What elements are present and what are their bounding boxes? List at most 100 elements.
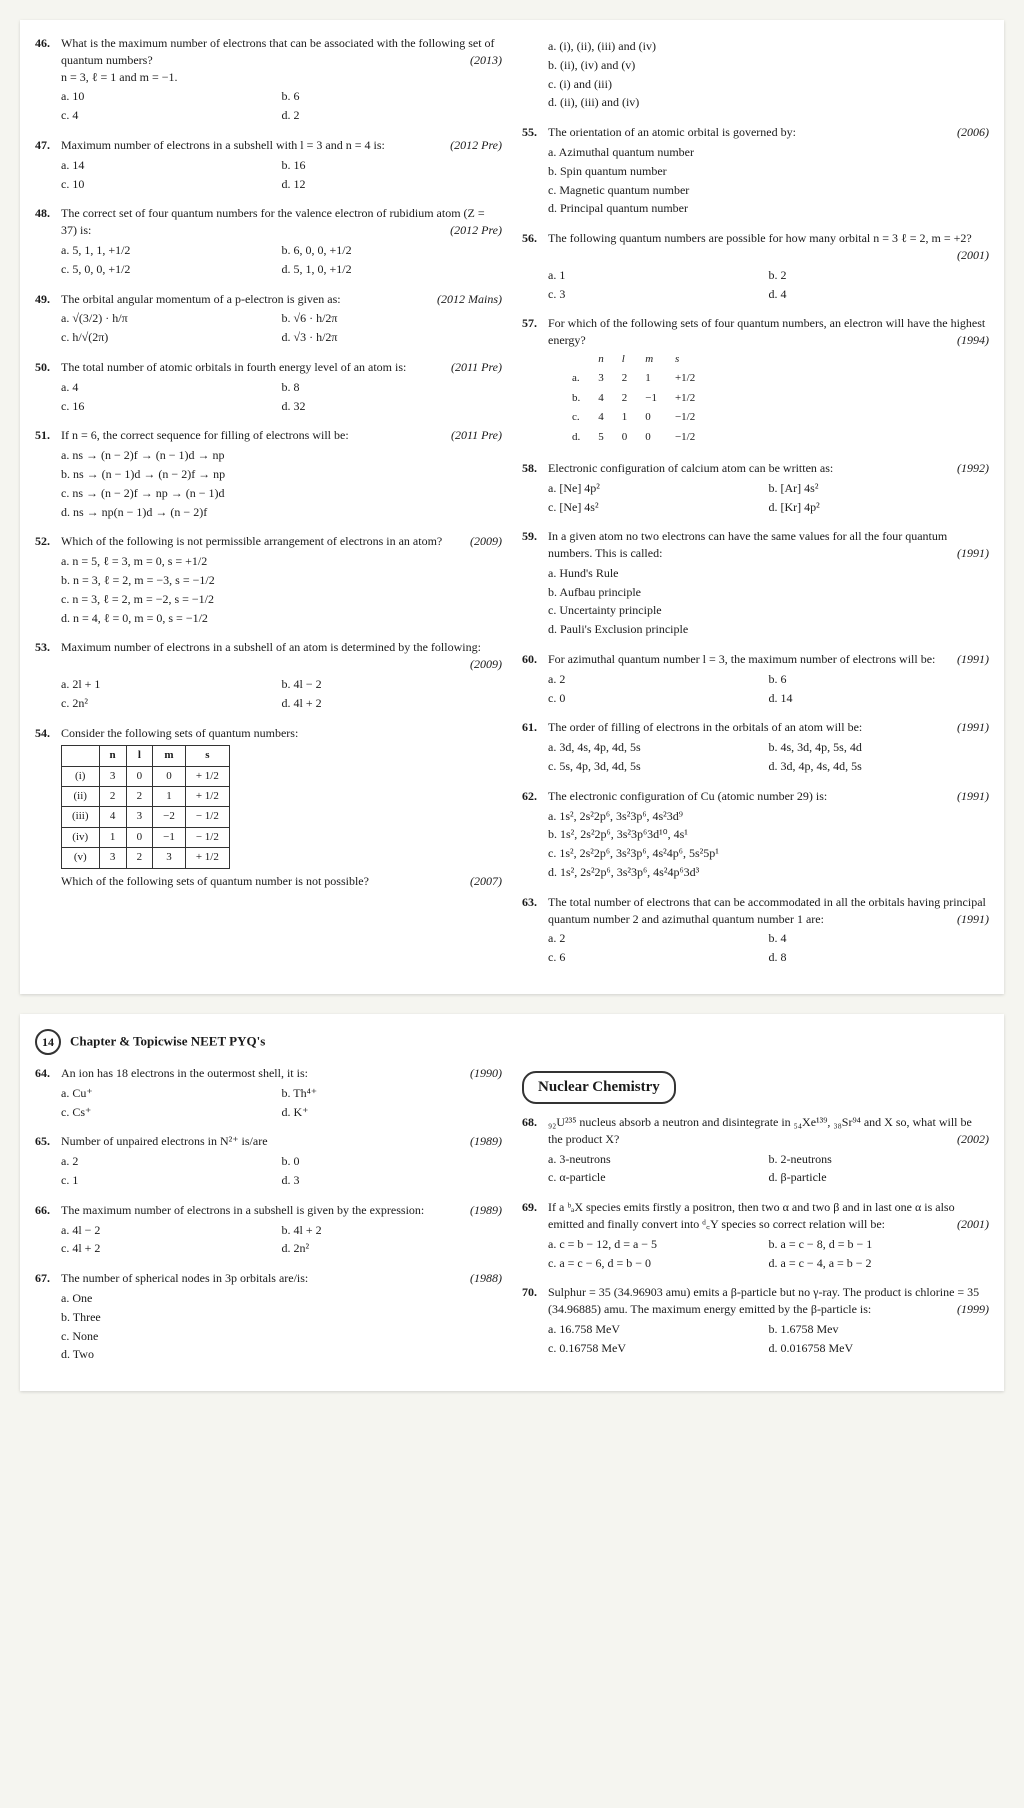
- option: a. 14: [61, 156, 282, 175]
- option: c. ns → (n − 2)f → np → (n − 1)d: [61, 484, 502, 503]
- question-year: (2007): [470, 873, 502, 890]
- option: c. Cs⁺: [61, 1103, 282, 1122]
- question: 56.The following quantum numbers are pos…: [522, 230, 989, 303]
- option: d. √3 · h/2π: [282, 328, 503, 347]
- question-body: Maximum number of electrons in a subshel…: [61, 137, 502, 154]
- option: b. 4s, 3d, 4p, 5s, 4d: [769, 738, 990, 757]
- page-upper: 46.What is the maximum number of electro…: [20, 20, 1004, 994]
- option: c. 10: [61, 175, 282, 194]
- option: b. (ii), (iv) and (v): [548, 56, 989, 75]
- table-cell: d.: [564, 429, 588, 446]
- option: c. [Ne] 4s²: [548, 498, 769, 517]
- question-body: Consider the following sets of quantum n…: [61, 725, 502, 742]
- quantum-table: nlms(i)300+ 1/2(ii)221+ 1/2(iii)43−2− 1/…: [61, 745, 230, 868]
- option: c. a = c − 6, d = b − 0: [548, 1254, 769, 1273]
- question: 49.The orbital angular momentum of a p-e…: [35, 291, 502, 347]
- options: a. 10b. 6c. 4d. 2: [61, 87, 502, 125]
- question-number: 48.: [35, 205, 57, 239]
- option: c. 5, 0, 0, +1/2: [61, 260, 282, 279]
- option: c. None: [61, 1327, 502, 1346]
- table-header: [564, 351, 588, 368]
- option: d. 8: [769, 948, 990, 967]
- question-number: 66.: [35, 1202, 57, 1219]
- question-number: 59.: [522, 528, 544, 562]
- question: 63.The total number of electrons that ca…: [522, 894, 989, 967]
- table-cell: 1: [153, 787, 186, 807]
- option: b. 6: [769, 670, 990, 689]
- table-cell: 2: [99, 787, 126, 807]
- table-cell: −2: [153, 807, 186, 827]
- option: c. 1: [61, 1171, 282, 1190]
- question-number: 56.: [522, 230, 544, 264]
- table-row: d.500−1/2: [564, 429, 703, 446]
- table-cell: + 1/2: [185, 766, 229, 786]
- option: d. 5, 1, 0, +1/2: [282, 260, 503, 279]
- question-number: 55.: [522, 124, 544, 141]
- option: d. Pauli's Exclusion principle: [548, 620, 989, 639]
- question-year: (1990): [470, 1065, 502, 1082]
- question: a. (i), (ii), (iii) and (iv)b. (ii), (iv…: [522, 37, 989, 112]
- question-number: 54.: [35, 725, 57, 742]
- question: 66.The maximum number of electrons in a …: [35, 1202, 502, 1258]
- question-57: 57.For which of the following sets of fo…: [522, 315, 989, 448]
- question-number: 58.: [522, 460, 544, 477]
- option: a. (i), (ii), (iii) and (iv): [548, 37, 989, 56]
- question-body: Which of the following is not permissibl…: [61, 533, 502, 550]
- option: c. 0: [548, 689, 769, 708]
- question-number: 57.: [522, 315, 544, 349]
- options: a. 4l − 2b. 4l + 2c. 4l + 2d. 2n²: [61, 1221, 502, 1259]
- option: a. 3d, 4s, 4p, 4d, 5s: [548, 738, 769, 757]
- table-cell: 0: [126, 766, 153, 786]
- option: b. 16: [282, 156, 503, 175]
- question-year: (2011 Pre): [451, 359, 502, 376]
- option: a. 4l − 2: [61, 1221, 282, 1240]
- right-column: a. (i), (ii), (iii) and (iv)b. (ii), (iv…: [522, 35, 989, 979]
- option: a. 16.758 MeV: [548, 1320, 769, 1339]
- option: a. Cu⁺: [61, 1084, 282, 1103]
- table-cell: −1: [153, 827, 186, 847]
- question-number: 61.: [522, 719, 544, 736]
- question-year: (1999): [957, 1301, 989, 1318]
- table-header: n: [99, 746, 126, 766]
- question-year: (2001): [957, 247, 989, 264]
- option: d. 2n²: [282, 1239, 503, 1258]
- table-header: s: [667, 351, 703, 368]
- table-row: b.42−1+1/2: [564, 390, 703, 407]
- table-cell: 4: [590, 409, 612, 426]
- question-year: (2012 Pre): [450, 222, 502, 239]
- option: a. One: [61, 1289, 502, 1308]
- table-cell: a.: [564, 370, 588, 387]
- question: 64.An ion has 18 electrons in the outerm…: [35, 1065, 502, 1121]
- question-number: 69.: [522, 1199, 544, 1233]
- question-body: If a ᵇₐX species emits firstly a positro…: [548, 1199, 989, 1233]
- options: a. √(3/2) · h/πb. √6 · h/2πc. h/√(2π)d. …: [61, 309, 502, 347]
- option: a. √(3/2) · h/π: [61, 309, 282, 328]
- question-number: 67.: [35, 1270, 57, 1287]
- table-cell: 2: [126, 787, 153, 807]
- question: 48.The correct set of four quantum numbe…: [35, 205, 502, 278]
- option: a. ns → (n − 2)f → (n − 1)d → np: [61, 446, 502, 465]
- question-number: 65.: [35, 1133, 57, 1150]
- table-cell: 2: [126, 848, 153, 868]
- question: 60.For azimuthal quantum number l = 3, t…: [522, 651, 989, 707]
- option: b. a = c − 8, d = b − 1: [769, 1235, 990, 1254]
- question-body: The following quantum numbers are possib…: [548, 230, 989, 264]
- table-cell: (iii): [62, 807, 100, 827]
- option: c. 1s², 2s²2p⁶, 3s²3p⁶, 4s²4p⁶, 5s²5p¹: [548, 844, 989, 863]
- option: d. 1s², 2s²2p⁶, 3s²3p⁶, 4s²4p⁶3d³: [548, 863, 989, 882]
- question-number: 68.: [522, 1114, 544, 1148]
- question-trail: Which of the following sets of quantum n…: [61, 873, 502, 890]
- options: a. 2l + 1b. 4l − 2c. 2n²d. 4l + 2: [61, 675, 502, 713]
- option: c. Magnetic quantum number: [548, 181, 989, 200]
- option: d. 3: [282, 1171, 503, 1190]
- question-year: (1989): [470, 1202, 502, 1219]
- options: a. ns → (n − 2)f → (n − 1)d → npb. ns → …: [61, 446, 502, 521]
- option: c. 6: [548, 948, 769, 967]
- table-cell: 3: [99, 848, 126, 868]
- options: a. 2b. 6c. 0d. 14: [548, 670, 989, 708]
- question-year: (1989): [470, 1133, 502, 1150]
- option: c. 2n²: [61, 694, 282, 713]
- table-row: a.321+1/2: [564, 370, 703, 387]
- question-body: If n = 6, the correct sequence for filli…: [61, 427, 502, 444]
- options: a. Oneb. Threec. Noned. Two: [61, 1289, 502, 1364]
